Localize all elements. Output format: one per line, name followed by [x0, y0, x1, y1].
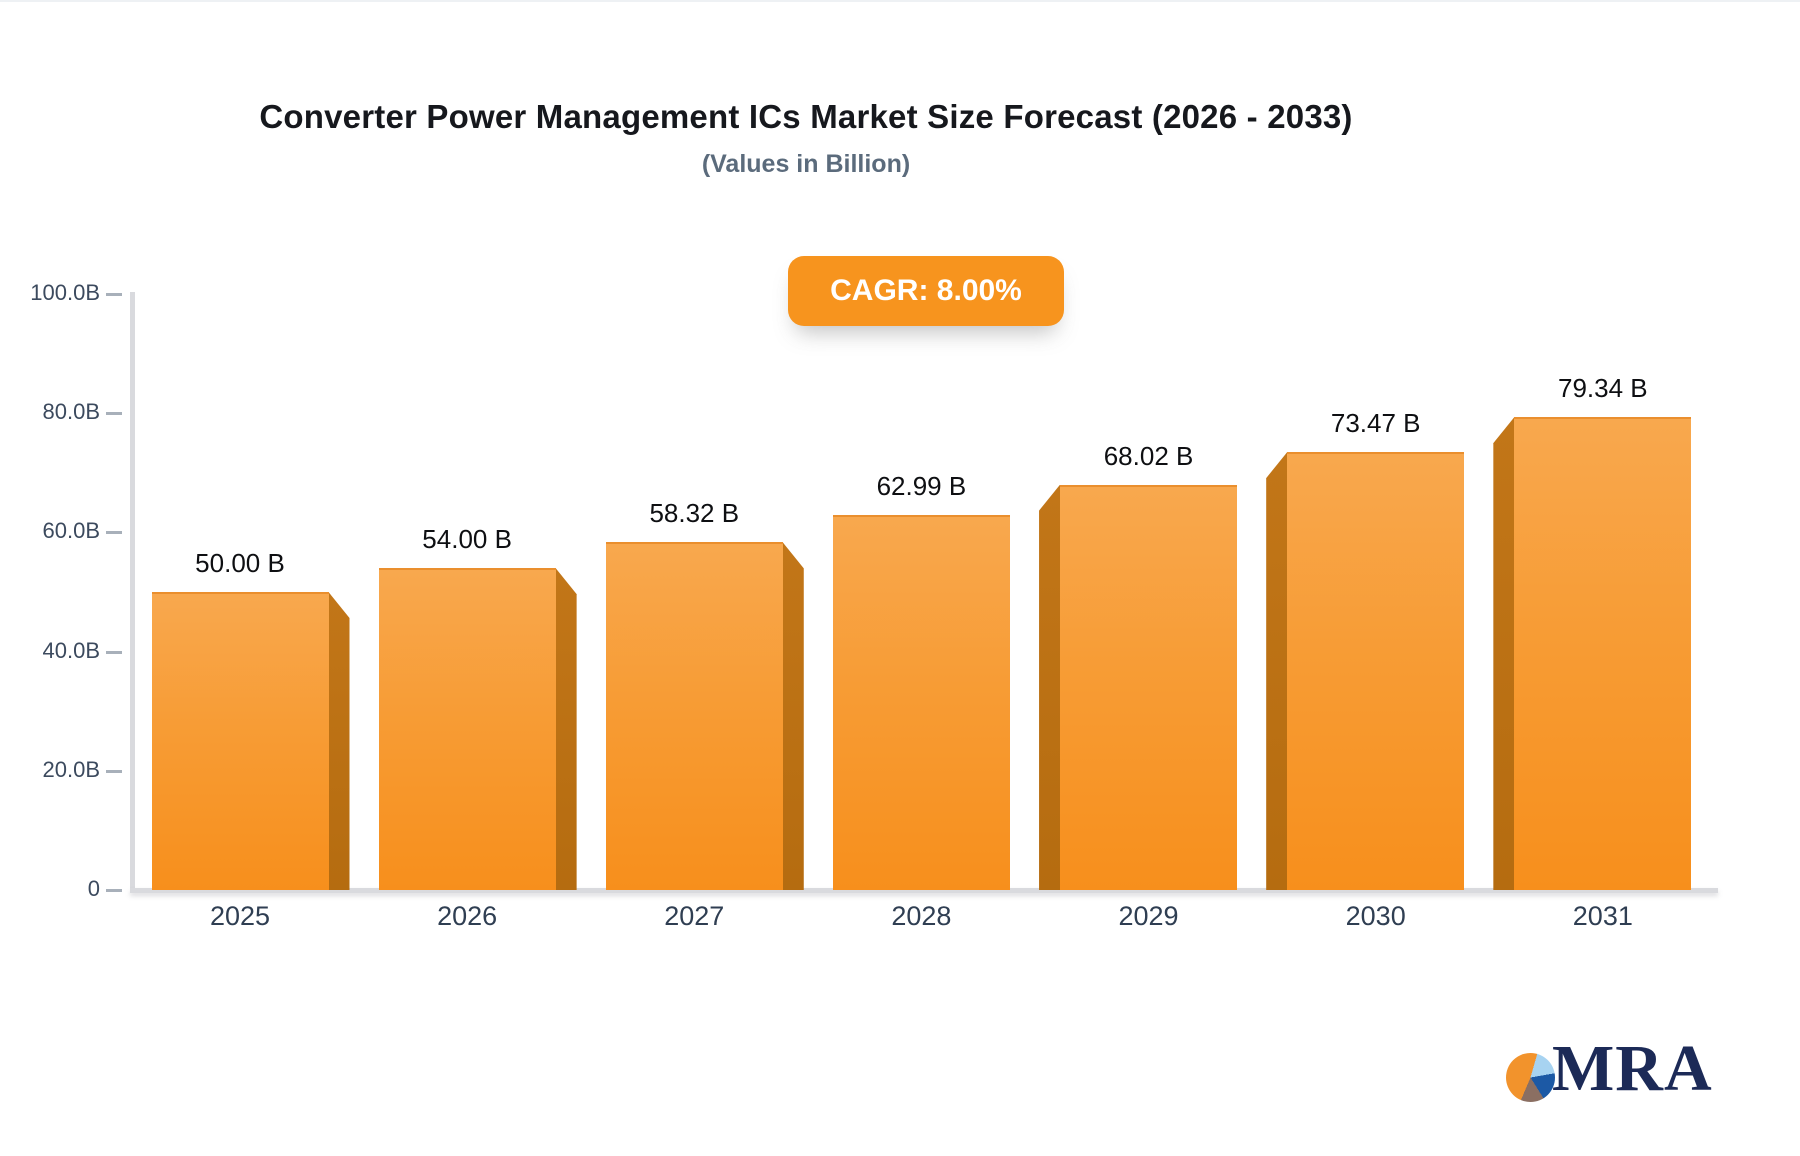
x-axis-label-2026: 2026 [437, 901, 498, 931]
bar-side-2027 [782, 542, 804, 890]
chart-title: Converter Power Management ICs Market Si… [259, 98, 1353, 135]
bar-value-label: 68.02 B [1103, 440, 1194, 471]
bar-value-label: 62.99 B [876, 470, 967, 501]
y-axis-tick-label: 20.0B [42, 756, 101, 782]
bar-side-2029 [1039, 484, 1061, 890]
x-axis-label-2031: 2031 [1572, 901, 1633, 931]
bar-side-2031 [1493, 417, 1515, 890]
y-axis-tick [106, 889, 122, 892]
bar-2027[interactable] [605, 542, 783, 890]
x-axis-line [130, 888, 1718, 893]
cagr-badge-label: CAGR: 8.00% [830, 274, 1022, 307]
x-axis-label-2025: 2025 [209, 901, 271, 931]
pie-chart-icon [1506, 1052, 1555, 1102]
x-axis-label-2029: 2029 [1118, 901, 1179, 931]
bar-value-label: 54.00 B [422, 524, 512, 555]
bar-2025[interactable] [151, 592, 329, 890]
x-axis-label-2027: 2027 [664, 901, 725, 931]
chart-subtitle: (Values in Billion) [701, 150, 911, 178]
bar-2029[interactable] [1060, 484, 1238, 890]
y-axis-tick-label: 40.0B [42, 637, 101, 663]
bar-value-label: 73.47 B [1330, 408, 1421, 439]
bar-value-label: 58.32 B [649, 498, 740, 529]
bar-2028[interactable] [832, 514, 1010, 890]
bar-2026[interactable] [378, 568, 556, 890]
cagr-badge: CAGR: 8.00% [788, 256, 1064, 326]
bar-side-2025 [328, 592, 350, 890]
y-axis-tick [106, 293, 122, 296]
bar-side-2026 [555, 568, 577, 890]
y-axis-tick [106, 531, 122, 535]
mra-logo: MRA [1506, 1036, 1713, 1102]
logo-text: MRA [1552, 1032, 1713, 1105]
y-axis-tick-label: 0 [87, 876, 100, 901]
bar-value-label: 50.00 B [195, 548, 285, 578]
y-axis-tick [106, 650, 122, 654]
bar-2030[interactable] [1287, 452, 1465, 890]
bar-side-2030 [1266, 452, 1288, 890]
y-axis-tick-label: 60.0B [42, 518, 101, 544]
bar-2031[interactable] [1514, 417, 1692, 890]
y-axis-tick-label: 80.0B [42, 399, 101, 425]
x-axis-label-2030: 2030 [1345, 901, 1406, 931]
y-axis-tick [106, 412, 122, 416]
bar-value-label: 79.34 B [1558, 373, 1648, 404]
x-axis-label-2028: 2028 [891, 901, 952, 931]
y-axis-line [130, 292, 135, 890]
y-axis-tick [106, 769, 122, 773]
y-axis-tick-label: 100.0B [30, 280, 100, 305]
